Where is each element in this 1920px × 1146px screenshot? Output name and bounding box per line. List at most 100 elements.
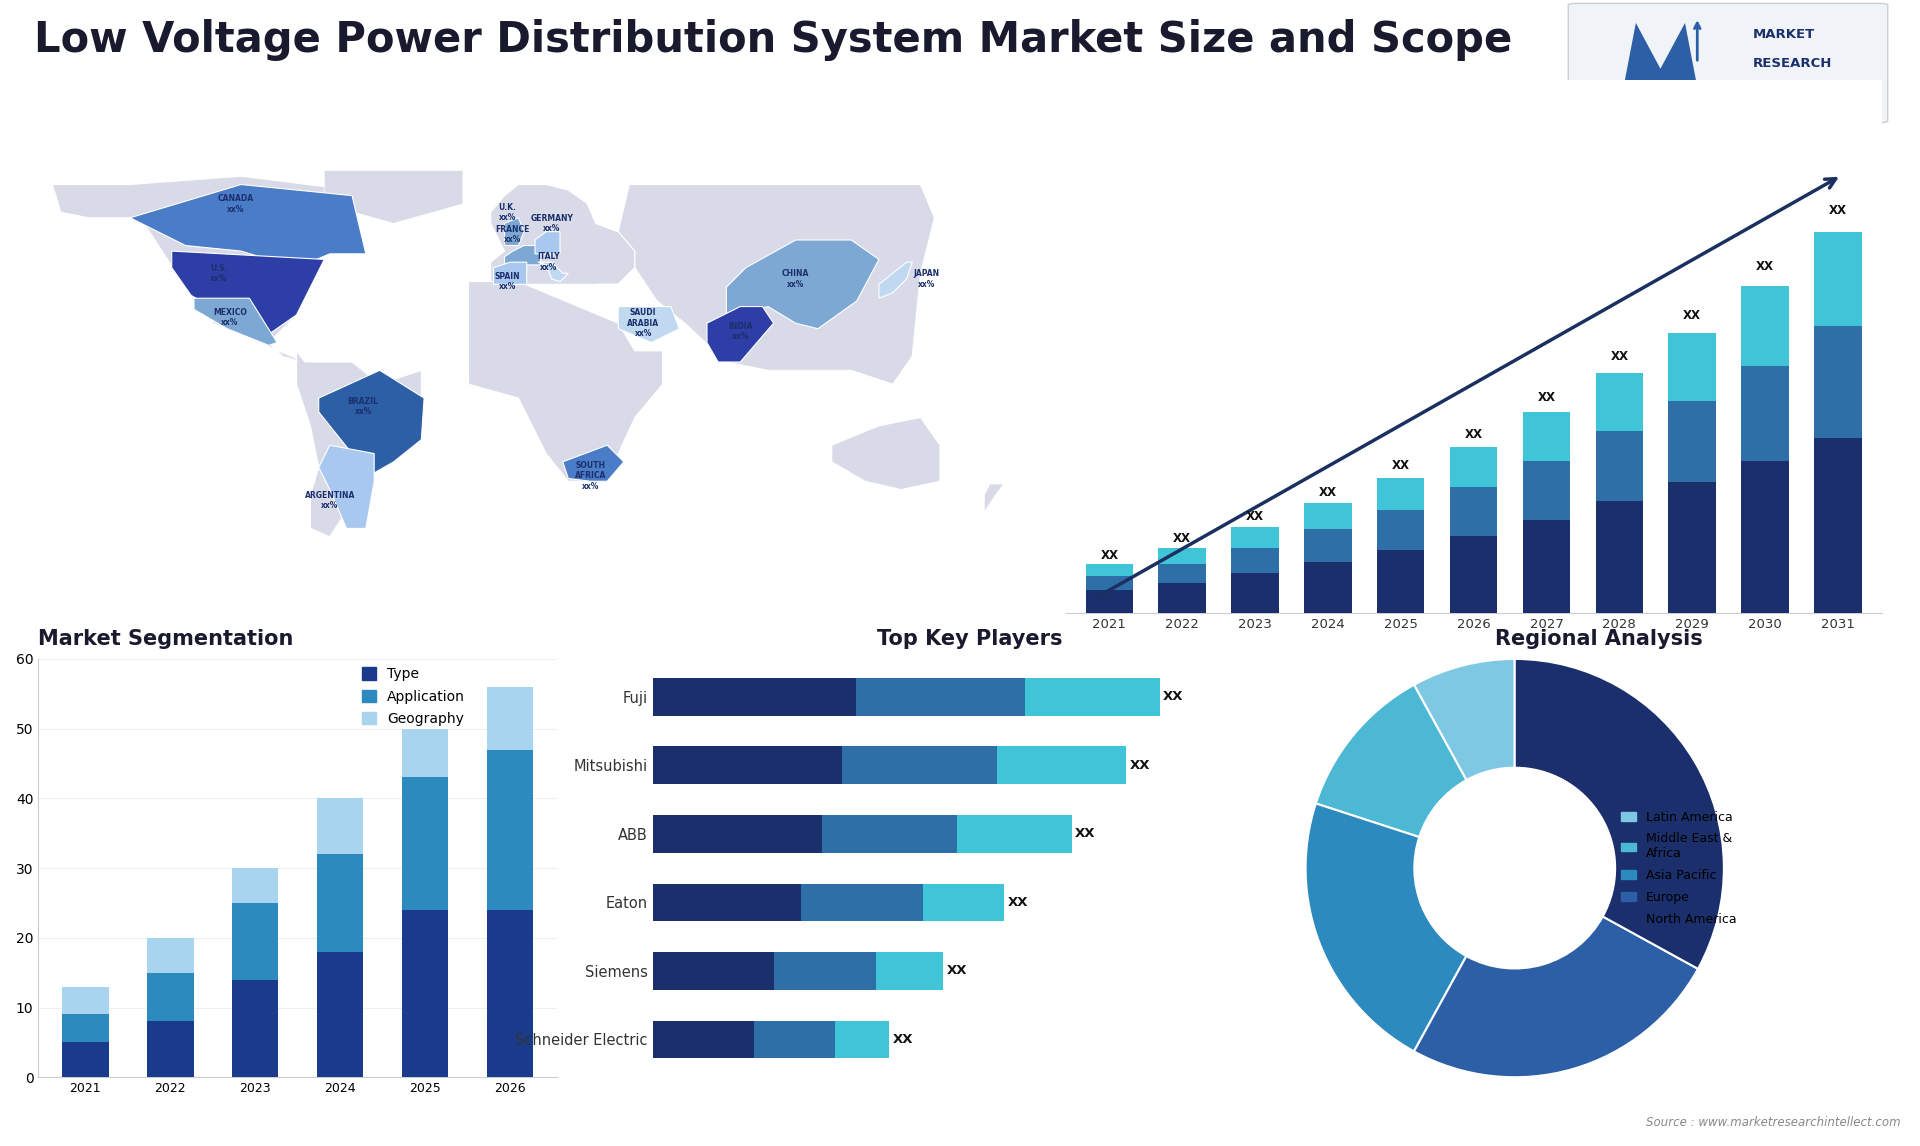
Bar (61, 987, 109, 1014)
Bar (1523, 462, 1571, 519)
Text: INTELLECT: INTELLECT (1753, 85, 1832, 99)
Bar (1523, 413, 1571, 462)
Bar (401, 777, 449, 910)
Bar (486, 686, 534, 749)
Polygon shape (538, 262, 568, 282)
Bar (1814, 438, 1862, 613)
Polygon shape (131, 185, 367, 268)
Polygon shape (171, 251, 324, 335)
Bar (317, 854, 363, 951)
Polygon shape (505, 218, 524, 245)
Text: ITALY
xx%: ITALY xx% (538, 252, 561, 272)
Bar (146, 973, 194, 1021)
Bar (401, 910, 449, 1077)
Bar (1158, 564, 1206, 583)
Bar (317, 799, 363, 854)
Bar (486, 910, 534, 1077)
Bar (232, 980, 278, 1077)
Text: Market Segmentation: Market Segmentation (38, 629, 294, 649)
Text: XX: XX (947, 965, 968, 978)
Wedge shape (1413, 659, 1515, 780)
Bar (755, 1021, 835, 1058)
Bar (876, 952, 943, 990)
Text: XX: XX (1684, 308, 1701, 322)
Bar (486, 749, 534, 910)
Text: SAUDI
ARABIA
xx%: SAUDI ARABIA xx% (628, 308, 659, 338)
Polygon shape (985, 484, 1004, 512)
Bar (317, 951, 363, 1077)
Text: XX: XX (1830, 204, 1847, 218)
Text: XX: XX (1129, 759, 1150, 771)
Bar (998, 746, 1125, 784)
Polygon shape (505, 245, 541, 265)
Text: INDIA
xx%: INDIA xx% (728, 322, 753, 342)
Bar (1231, 548, 1279, 573)
Bar (1523, 519, 1571, 613)
Polygon shape (468, 282, 662, 481)
Text: Source : www.marketresearchintellect.com: Source : www.marketresearchintellect.com (1645, 1116, 1901, 1129)
Bar (1814, 233, 1862, 325)
Text: XX: XX (893, 1033, 914, 1046)
Bar (1450, 447, 1498, 487)
Polygon shape (319, 370, 424, 473)
Bar (924, 884, 1004, 921)
Text: MARKET: MARKET (1753, 28, 1814, 41)
Polygon shape (563, 445, 624, 481)
Bar (1741, 462, 1789, 613)
Text: XX: XX (1611, 350, 1628, 363)
Text: XX: XX (1164, 690, 1183, 704)
Text: FRANCE
xx%: FRANCE xx% (495, 225, 530, 244)
Bar (801, 884, 924, 921)
Bar (1814, 325, 1862, 438)
Bar (1668, 401, 1716, 482)
Bar (232, 869, 278, 903)
Polygon shape (1620, 23, 1701, 103)
Bar (653, 1021, 755, 1058)
Bar (1085, 564, 1133, 575)
FancyBboxPatch shape (1569, 3, 1887, 123)
Title: Regional Analysis: Regional Analysis (1494, 629, 1703, 649)
Text: ARGENTINA
xx%: ARGENTINA xx% (305, 490, 355, 510)
Bar (61, 1014, 109, 1043)
Bar (1668, 482, 1716, 613)
Bar (835, 1021, 889, 1058)
Bar (1025, 678, 1160, 715)
Bar (1450, 487, 1498, 536)
Bar (856, 678, 1025, 715)
Polygon shape (194, 298, 276, 345)
Bar (653, 952, 774, 990)
Text: XX: XX (1173, 532, 1190, 545)
Wedge shape (1306, 803, 1467, 1051)
Bar (1596, 501, 1644, 613)
Bar (1231, 573, 1279, 613)
Polygon shape (831, 417, 941, 489)
Text: XX: XX (1465, 427, 1482, 441)
Bar (774, 952, 876, 990)
Polygon shape (707, 306, 774, 362)
Text: BRAZIL
xx%: BRAZIL xx% (348, 397, 378, 416)
Text: SOUTH
AFRICA
xx%: SOUTH AFRICA xx% (574, 461, 607, 490)
Bar (1596, 372, 1644, 431)
Text: XX: XX (1100, 549, 1117, 562)
Bar (1741, 366, 1789, 462)
Bar (146, 937, 194, 973)
Bar (401, 729, 449, 777)
Polygon shape (324, 171, 463, 223)
Text: XX: XX (1392, 460, 1409, 472)
Wedge shape (1315, 685, 1467, 837)
Bar (1304, 503, 1352, 529)
Polygon shape (726, 240, 879, 329)
Bar (653, 815, 822, 853)
Bar (1304, 529, 1352, 562)
Text: XX: XX (1008, 896, 1027, 909)
Polygon shape (536, 231, 561, 254)
Bar (1377, 510, 1425, 550)
Text: XX: XX (1538, 391, 1555, 405)
Bar (1450, 536, 1498, 613)
Text: CHINA
xx%: CHINA xx% (781, 269, 810, 289)
Text: JAPAN
xx%: JAPAN xx% (914, 269, 939, 289)
Bar (1085, 575, 1133, 590)
Bar (1668, 332, 1716, 401)
Text: RESEARCH: RESEARCH (1753, 56, 1832, 70)
Polygon shape (52, 176, 367, 370)
